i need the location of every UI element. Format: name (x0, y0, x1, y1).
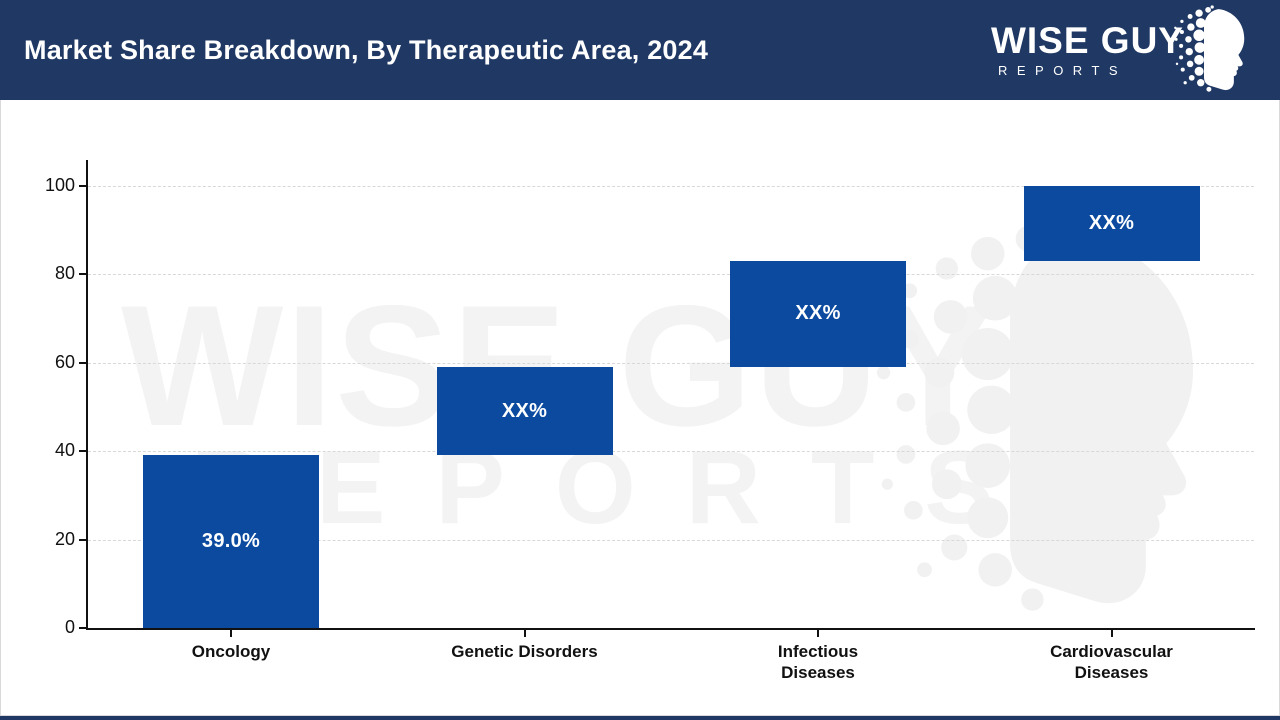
x-axis-line (86, 628, 1255, 630)
x-axis-label-3: Cardiovascular Diseases (997, 641, 1227, 683)
x-axis-label-line: Diseases (781, 663, 855, 682)
y-tick-80 (79, 273, 86, 275)
x-tick-2 (817, 630, 819, 637)
y-tick-label-60: 60 (54, 351, 75, 372)
y-tick-0 (79, 627, 86, 629)
x-axis-label-1: Genetic Disorders (410, 641, 640, 662)
x-tick-0 (230, 630, 232, 637)
x-tick-3 (1110, 630, 1113, 637)
footer-accent-bar (0, 716, 1280, 720)
y-tick-label-100: 100 (44, 174, 75, 195)
y-tick-100 (79, 184, 86, 187)
x-axis-label-0: Oncology (116, 641, 346, 662)
logo-subtitle: REPORTS (997, 63, 1128, 78)
y-tick-60 (79, 361, 86, 364)
header-bar: Market Share Breakdown, By Therapeutic A… (0, 0, 1280, 100)
bar-genetic-disorders: XX% (436, 366, 613, 456)
y-tick-label-20: 20 (54, 528, 75, 549)
logo-text: WISE GUY REPORTS (991, 22, 1184, 78)
gridline-40 (88, 451, 1254, 452)
x-axis-label-2: Infectious Diseases (703, 641, 933, 683)
gridline-20 (88, 539, 1254, 541)
bar-value-label: XX% (1088, 211, 1135, 234)
y-tick-label-40: 40 (54, 440, 75, 460)
bar-value-label: 39.0% (201, 530, 261, 553)
logo-wordmark: WISE GUY (990, 20, 1184, 61)
bar-infectious-diseases: XX% (730, 260, 906, 367)
y-axis-line (86, 160, 88, 630)
x-axis-label-line: Oncology (191, 642, 271, 661)
x-axis-label-line: Cardiovascular (1050, 642, 1173, 661)
gridline-60 (88, 362, 1254, 364)
page-title: Market Share Breakdown, By Therapeutic A… (24, 34, 709, 65)
bar-value-label: XX% (501, 399, 548, 422)
x-tick-1 (523, 630, 526, 637)
y-tick-label-0: 0 (64, 617, 75, 637)
bar-oncology: 39.0% (143, 455, 319, 628)
x-axis-label-line: Infectious (777, 642, 859, 661)
gridline-80 (88, 274, 1254, 275)
bar-cardiovascular-diseases: XX% (1023, 185, 1200, 261)
y-tick-40 (79, 450, 86, 452)
chart-area: WISE GUY REPORTS 02040608010039.0%XX%XX%… (0, 100, 1280, 716)
y-tick-label-80: 80 (54, 263, 75, 283)
x-axis-label-line: Genetic Disorders (451, 642, 598, 661)
watermark-head-icon (865, 214, 1237, 628)
y-tick-20 (79, 538, 86, 541)
bar-value-label: XX% (795, 302, 841, 325)
x-axis-label-line: Diseases (1074, 663, 1149, 682)
gridline-100 (88, 185, 1254, 187)
wise-guy-logo: WISE GUY REPORTS (991, 5, 1256, 95)
